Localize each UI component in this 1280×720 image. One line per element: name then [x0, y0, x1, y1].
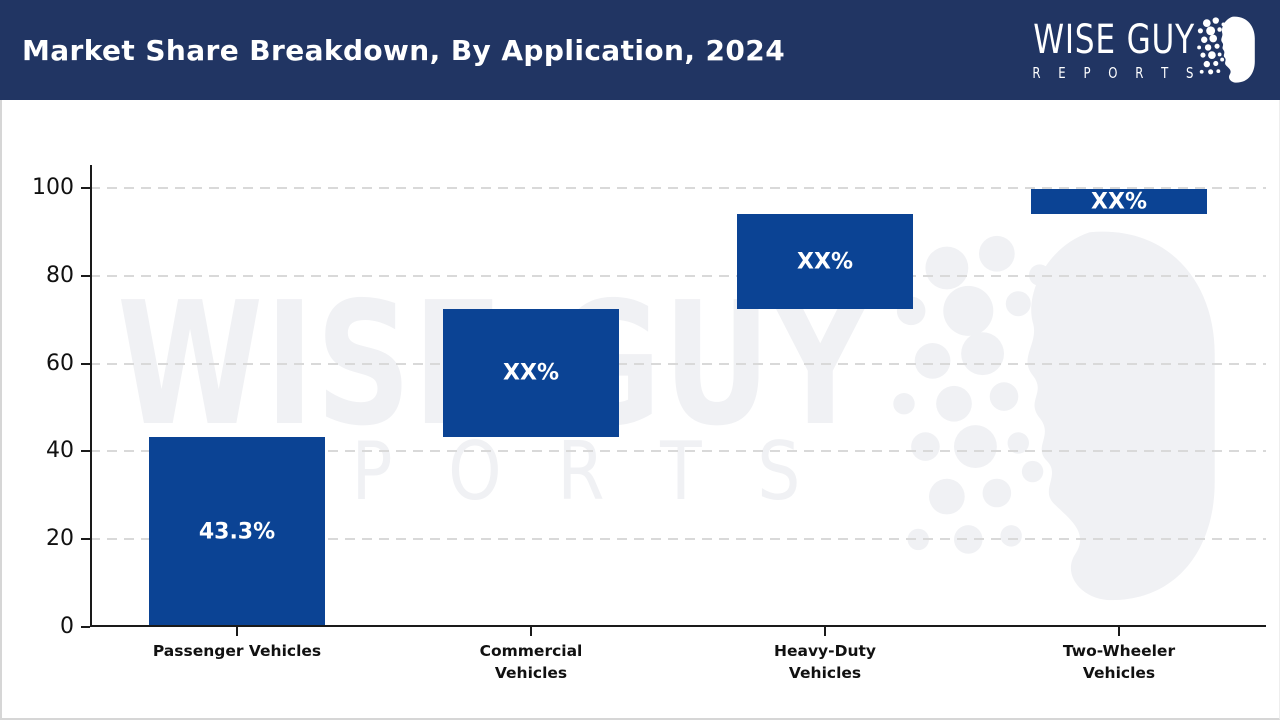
x-category-label-passenger-vehicles: Passenger Vehicles [90, 641, 384, 663]
brand-logo: WISE GUY R E P O R T S [979, 13, 1258, 87]
brand-name: WISE GUY [1032, 16, 1195, 63]
x-tick-mark-commercial-vehicles [530, 627, 532, 636]
bar-value-label-passenger-vehicles: 43.3% [198, 519, 276, 545]
wiseguy-face-icon [1197, 16, 1255, 83]
plot-area: 0 20 40 60 80 100 43.3% XX% XX% XX% Passenger Vehi… [32, 165, 1266, 682]
x-category-label-line: Heavy-Duty [774, 642, 876, 660]
page-title: Market Share Breakdown, By Application, … [22, 33, 786, 67]
gridline-100 [90, 187, 1266, 189]
x-category-label-line: Two-Wheeler [1062, 642, 1176, 660]
y-tick-mark-20 [81, 538, 90, 541]
bar-value-label-two-wheeler-vehicles: XX% [1091, 189, 1147, 215]
brand-text: WISE GUY R E P O R T S [1027, 20, 1200, 81]
bar-commercial-vehicles [443, 309, 619, 437]
bar-value-label-heavy-duty-vehicles: XX% [797, 249, 853, 275]
x-tick-mark-heavy-duty-vehicles [824, 627, 826, 636]
y-tick-mark-60 [81, 362, 90, 365]
x-tick-mark-passenger-vehicles [236, 627, 238, 636]
y-tick-mark-80 [81, 274, 90, 277]
y-tick-mark-0 [81, 626, 90, 628]
bar-heavy-duty-vehicles [737, 214, 913, 310]
wiseguy-face-watermark [893, 231, 1215, 601]
y-tick-mark-100 [81, 187, 90, 189]
gridline-60 [90, 362, 1266, 365]
y-tick-label-40: 40 [46, 438, 74, 464]
header-bar: Market Share Breakdown, By Application, … [0, 0, 1280, 100]
x-category-label-line: Passenger Vehicles [152, 642, 322, 660]
x-axis-spine [90, 625, 1266, 627]
gridline-80 [90, 274, 1266, 277]
x-category-label-commercial-vehicles: Commercial Vehicles [384, 641, 678, 684]
gridline-40 [90, 450, 1266, 453]
bar-passenger-vehicles [149, 436, 325, 627]
x-category-label-two-wheeler-vehicles: Two-Wheeler Vehicles [972, 641, 1266, 684]
x-category-label-line: Vehicles [1082, 663, 1156, 682]
y-tick-label-0: 0 [60, 614, 74, 639]
y-tick-label-100: 100 [32, 175, 74, 200]
y-tick-mark-40 [81, 450, 90, 453]
x-category-label-line: Commercial [479, 642, 583, 660]
y-tick-label-60: 60 [46, 350, 74, 376]
x-category-label-line: Vehicles [788, 663, 862, 682]
x-category-label-line: Vehicles [494, 663, 568, 682]
bar-two-wheeler-vehicles [1031, 188, 1207, 215]
y-axis-spine [90, 165, 92, 627]
y-tick-label-80: 80 [46, 262, 74, 288]
y-tick-label-20: 20 [46, 526, 74, 552]
bar-value-label-commercial-vehicles: XX% [503, 360, 559, 386]
chart-canvas: WISE GUY R E P O R T S 0 20 40 60 80 100 43.3%… [0, 100, 1280, 720]
x-category-label-heavy-duty-vehicles: Heavy-Duty Vehicles [678, 641, 972, 684]
x-tick-mark-two-wheeler-vehicles [1118, 627, 1120, 636]
gridline-20 [90, 538, 1266, 541]
brand-subtitle: R E P O R T S [1031, 63, 1200, 82]
